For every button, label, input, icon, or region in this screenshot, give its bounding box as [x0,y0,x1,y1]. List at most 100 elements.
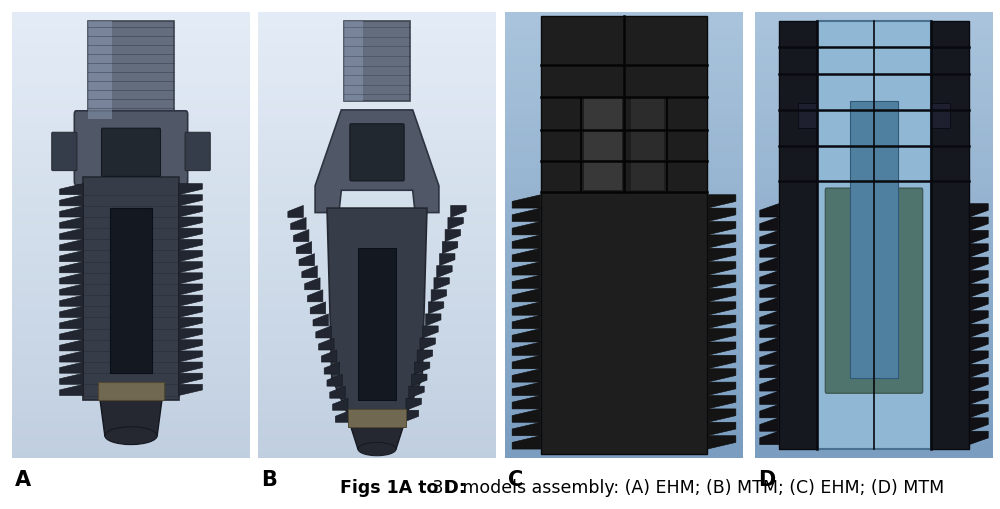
Polygon shape [707,329,736,342]
Bar [505,436,743,443]
Bar [258,72,496,79]
Bar [12,109,250,117]
Bar [755,124,993,131]
Polygon shape [406,399,421,410]
Bar [12,450,250,458]
Bar [258,109,496,117]
Bar [755,421,993,429]
Bar [258,280,496,288]
Polygon shape [321,350,337,362]
Polygon shape [426,314,441,326]
Bar [258,199,496,206]
Bar [258,176,496,183]
Bar [258,20,496,27]
Bar [505,399,743,406]
Bar [258,332,496,340]
Polygon shape [179,262,202,273]
Bar [258,35,496,42]
Bar [755,280,993,288]
Text: Figs 1A to D:: Figs 1A to D: [340,478,466,496]
Bar [755,340,993,347]
Bar [505,154,743,161]
Polygon shape [707,275,736,289]
Polygon shape [512,316,541,329]
Bar [505,280,743,288]
Polygon shape [179,296,202,306]
Bar [817,21,931,449]
Bar [258,436,496,443]
Polygon shape [969,298,988,311]
Bar [755,117,993,124]
Bar [631,97,664,191]
Bar [258,191,496,199]
Polygon shape [512,382,541,396]
Polygon shape [707,342,736,356]
Polygon shape [707,369,736,382]
Bar [505,317,743,325]
Polygon shape [760,244,779,258]
Bar [258,258,496,265]
Polygon shape [707,262,736,275]
Polygon shape [60,273,83,285]
Polygon shape [60,195,83,207]
Bar [755,384,993,391]
Polygon shape [760,431,779,445]
Bar [755,391,993,399]
Polygon shape [707,316,736,329]
Bar [755,429,993,436]
Bar [258,27,496,35]
Bar [505,228,743,235]
Bar [12,27,250,35]
Bar [505,199,743,206]
Bar [505,406,743,413]
Bar [584,97,622,191]
Ellipse shape [358,442,396,456]
Polygon shape [512,396,541,409]
Polygon shape [512,422,541,436]
Bar [755,199,993,206]
Bar [12,288,250,295]
Polygon shape [412,375,427,386]
Bar [258,340,496,347]
Bar [258,102,496,109]
Bar [258,220,496,228]
Bar [505,117,743,124]
Bar [755,13,993,20]
Polygon shape [760,298,779,311]
Polygon shape [100,400,162,436]
Polygon shape [440,254,455,266]
Polygon shape [313,314,328,326]
Bar [12,161,250,168]
Polygon shape [179,374,202,385]
Bar [505,450,743,458]
Bar [12,20,250,27]
Bar [755,87,993,94]
Bar [348,409,406,427]
Polygon shape [707,195,736,209]
Bar [755,168,993,176]
Text: B: B [261,469,277,489]
Polygon shape [512,249,541,262]
Bar [505,421,743,429]
Bar [258,228,496,235]
Polygon shape [296,242,312,254]
Polygon shape [179,207,202,217]
Bar [505,258,743,265]
Polygon shape [512,409,541,422]
Bar [505,295,743,302]
Bar [755,42,993,50]
Polygon shape [179,184,202,195]
Polygon shape [288,206,303,218]
Bar [12,124,250,131]
Bar [755,94,993,102]
Bar [12,228,250,235]
Bar [258,117,496,124]
Polygon shape [512,195,541,209]
Bar [505,429,743,436]
Bar [931,21,969,449]
Polygon shape [969,364,988,378]
Bar [12,443,250,450]
Bar [755,235,993,243]
Bar [755,354,993,361]
Polygon shape [327,375,342,386]
